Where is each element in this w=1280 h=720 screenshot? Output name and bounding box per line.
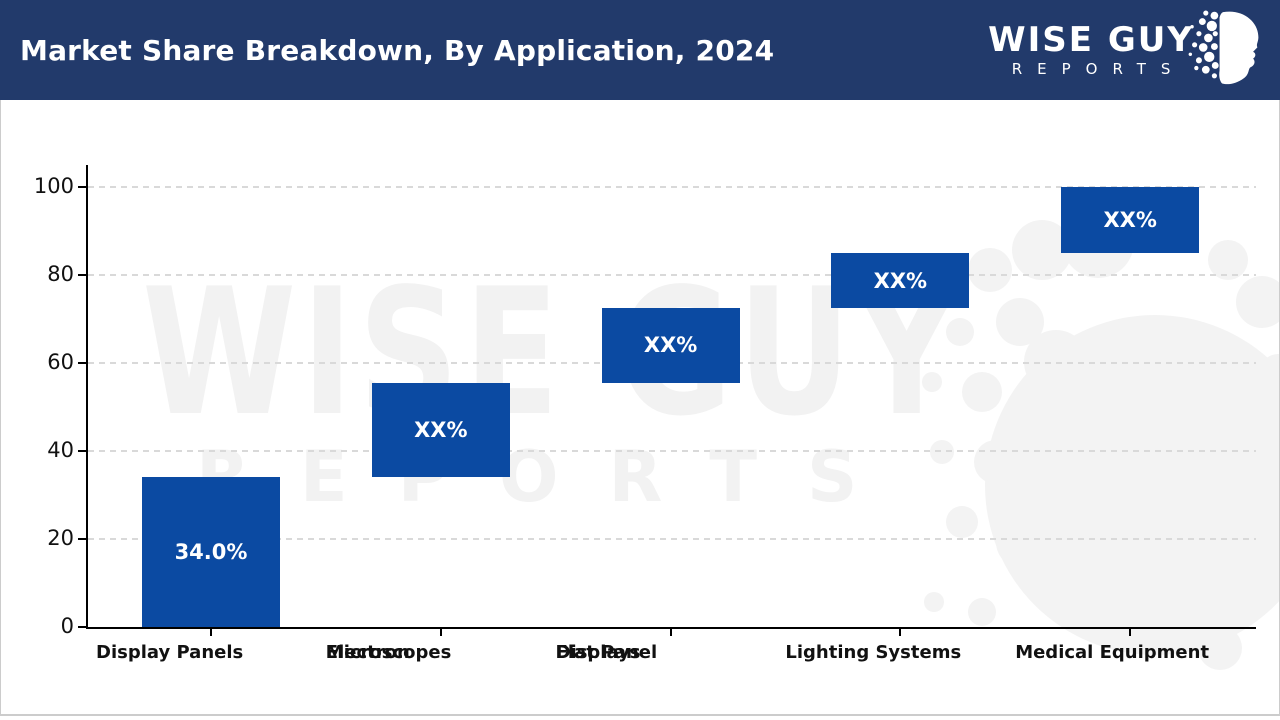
gridline (88, 450, 1256, 452)
bar-value-label: XX% (643, 333, 698, 358)
bar-segment (142, 477, 280, 627)
x-tick-label-line: Display Panels (96, 642, 244, 663)
x-tick-label-line: Lighting Systems (785, 642, 962, 663)
watermark-text: WISE GUY (142, 252, 963, 455)
watermark-subtext: REPORTS (196, 436, 908, 518)
bar-segment (601, 308, 740, 383)
bar-value-label: 34.0% (174, 540, 248, 565)
chart-canvas: WISE GUY REPORTS 0 20 40 60 80 100 34.0% Displa… (0, 100, 1280, 720)
gridline (88, 186, 1256, 188)
gridline (88, 274, 1256, 276)
logo-wordmark-line1: WISE GUY (988, 20, 1194, 60)
logo-wordmark-line2: REPORTS (1011, 60, 1186, 78)
bottom-border (0, 714, 1280, 716)
y-tick-mark (78, 450, 87, 452)
y-tick-mark (78, 186, 87, 188)
chart-title: Market Share Breakdown, By Application, … (20, 33, 775, 67)
wise-guy-logo: WISE GUY REPORTS (988, 6, 1266, 94)
y-tick-label: 0 (60, 614, 74, 638)
x-tick-label-line: Flat Panel (555, 642, 658, 663)
logo-wordmark: WISE GUY REPORTS (988, 22, 1194, 78)
header: Market Share Breakdown, By Application, … (0, 0, 1280, 100)
bar-value-label: XX% (1103, 208, 1157, 232)
x-tick-label-line: Microscopes (325, 642, 452, 663)
gridline (88, 538, 1256, 540)
y-tick-mark (78, 362, 87, 364)
logo-head-icon (1188, 10, 1259, 85)
x-tick-label-line: Medical Equipment (1015, 642, 1210, 663)
x-axis-spine (86, 627, 1256, 629)
watermark-face-icon (922, 210, 1280, 670)
y-axis-spine (86, 165, 88, 629)
y-tick-mark (78, 626, 87, 628)
y-tick-label: 20 (47, 526, 74, 550)
bar-value-label: XX% (414, 418, 468, 443)
bar-segment (831, 253, 970, 308)
x-tick-mark (439, 629, 442, 636)
left-border (0, 100, 1, 716)
x-tick-label-line: Displays (555, 642, 641, 663)
waterfall-chart: 0 20 40 60 80 100 34.0% Display Panels XX% Electr… (0, 100, 1280, 720)
x-tick-label-line: Electron (325, 642, 410, 663)
bar-segment (371, 382, 510, 478)
y-tick-mark (78, 538, 87, 540)
y-tick-label: 60 (47, 350, 74, 374)
y-tick-label: 40 (47, 438, 74, 462)
y-tick-label: 100 (33, 174, 74, 198)
bar-segment (1061, 187, 1200, 253)
y-tick-label: 80 (47, 262, 74, 286)
x-tick-mark (1129, 629, 1132, 636)
bar-value-label: XX% (873, 268, 928, 293)
x-tick-mark (899, 629, 902, 636)
x-tick-mark (669, 629, 672, 636)
y-tick-mark (78, 274, 87, 276)
x-tick-mark (210, 629, 212, 636)
